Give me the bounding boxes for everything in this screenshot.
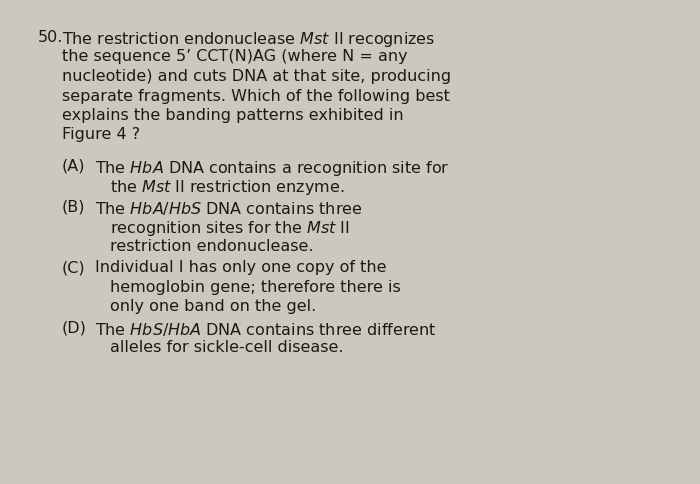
- Text: The $\mathit{HbA}$ DNA contains a recognition site for: The $\mathit{HbA}$ DNA contains a recogn…: [95, 159, 449, 178]
- Text: alleles for sickle-cell disease.: alleles for sickle-cell disease.: [110, 340, 344, 355]
- Text: The $\mathit{HbA/HbS}$ DNA contains three: The $\mathit{HbA/HbS}$ DNA contains thre…: [95, 199, 363, 216]
- Text: Figure 4 ?: Figure 4 ?: [62, 127, 140, 142]
- Text: explains the banding patterns exhibited in: explains the banding patterns exhibited …: [62, 108, 404, 123]
- Text: The $\mathit{HbS/HbA}$ DNA contains three different: The $\mathit{HbS/HbA}$ DNA contains thre…: [95, 320, 437, 337]
- Text: restriction endonuclease.: restriction endonuclease.: [110, 239, 314, 254]
- Text: separate fragments. Which of the following best: separate fragments. Which of the followi…: [62, 88, 450, 103]
- Text: (A): (A): [62, 159, 85, 174]
- Text: (C): (C): [62, 260, 85, 275]
- Text: the sequence 5’ CCT(N)AG (where N = any: the sequence 5’ CCT(N)AG (where N = any: [62, 49, 407, 64]
- Text: only one band on the gel.: only one band on the gel.: [110, 299, 316, 314]
- Text: nucleotide) and cuts DNA at that site, producing: nucleotide) and cuts DNA at that site, p…: [62, 69, 451, 84]
- Text: (B): (B): [62, 199, 85, 214]
- Text: the $\mathit{Mst}$ II restriction enzyme.: the $\mathit{Mst}$ II restriction enzyme…: [110, 178, 344, 197]
- Text: The restriction endonuclease $\mathit{Mst}$ II recognizes: The restriction endonuclease $\mathit{Ms…: [62, 30, 435, 49]
- Text: 50.: 50.: [38, 30, 64, 45]
- Text: hemoglobin gene; therefore there is: hemoglobin gene; therefore there is: [110, 279, 400, 294]
- Text: (D): (D): [62, 320, 87, 335]
- Text: recognition sites for the $\mathit{Mst}$ II: recognition sites for the $\mathit{Mst}$…: [110, 219, 349, 238]
- Text: Individual I has only one copy of the: Individual I has only one copy of the: [95, 260, 386, 275]
